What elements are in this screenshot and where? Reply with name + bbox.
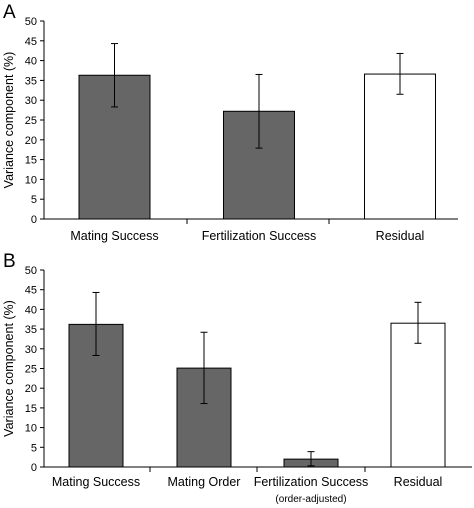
bar	[390, 322, 446, 468]
category-label: Mating Success	[70, 229, 158, 243]
y-axis-title: Variance component (%)	[2, 52, 16, 189]
y-axis-title: Variance component (%)	[2, 300, 16, 437]
panel-a: A Variance component (%) 0 5 10 15 20 25 30 35 40 4…	[2, 2, 458, 243]
y-tick-label: 15	[25, 155, 37, 167]
y-tick-label: 20	[25, 383, 37, 395]
y-tick-label: 10	[25, 174, 37, 186]
y-tick-label: 0	[31, 462, 37, 474]
category-label: Fertilization Success	[202, 229, 317, 243]
y-tick-label: 25	[25, 364, 37, 376]
category-label: Mating Success	[52, 475, 140, 489]
y-tick-label: 20	[25, 135, 37, 147]
panel-letter: B	[3, 251, 16, 272]
panel-letter: A	[3, 2, 16, 23]
y-tick-label: 30	[25, 344, 37, 356]
category-label: Fertilization Success	[254, 475, 369, 489]
category-sublabel: (order-adjusted)	[275, 494, 346, 505]
y-tick-label: 45	[25, 285, 37, 297]
category-label: Residual	[394, 475, 443, 489]
y-tick-label: 50	[25, 265, 37, 277]
y-tick-label: 10	[25, 423, 37, 435]
category-label: Residual	[376, 229, 425, 243]
y-tick-label: 40	[25, 304, 37, 316]
y-tick-label: 50	[25, 16, 37, 28]
y-tick-label: 15	[25, 403, 37, 415]
y-tick-label: 35	[25, 75, 37, 87]
y-tick-label: 30	[25, 95, 37, 107]
y-tick-label: 25	[25, 115, 37, 127]
y-tick-label: 45	[25, 36, 37, 48]
y-tick-label: 0	[31, 214, 37, 226]
y-tick-label: 35	[25, 324, 37, 336]
bar	[364, 73, 436, 220]
y-tick-label: 5	[31, 442, 37, 454]
category-label: Mating Order	[168, 475, 241, 489]
y-tick-label: 40	[25, 56, 37, 68]
panel-b: B Variance component (%) 0 5 10 15 20 25 30 35 40 4…	[2, 251, 472, 505]
y-tick-label: 5	[31, 194, 37, 206]
